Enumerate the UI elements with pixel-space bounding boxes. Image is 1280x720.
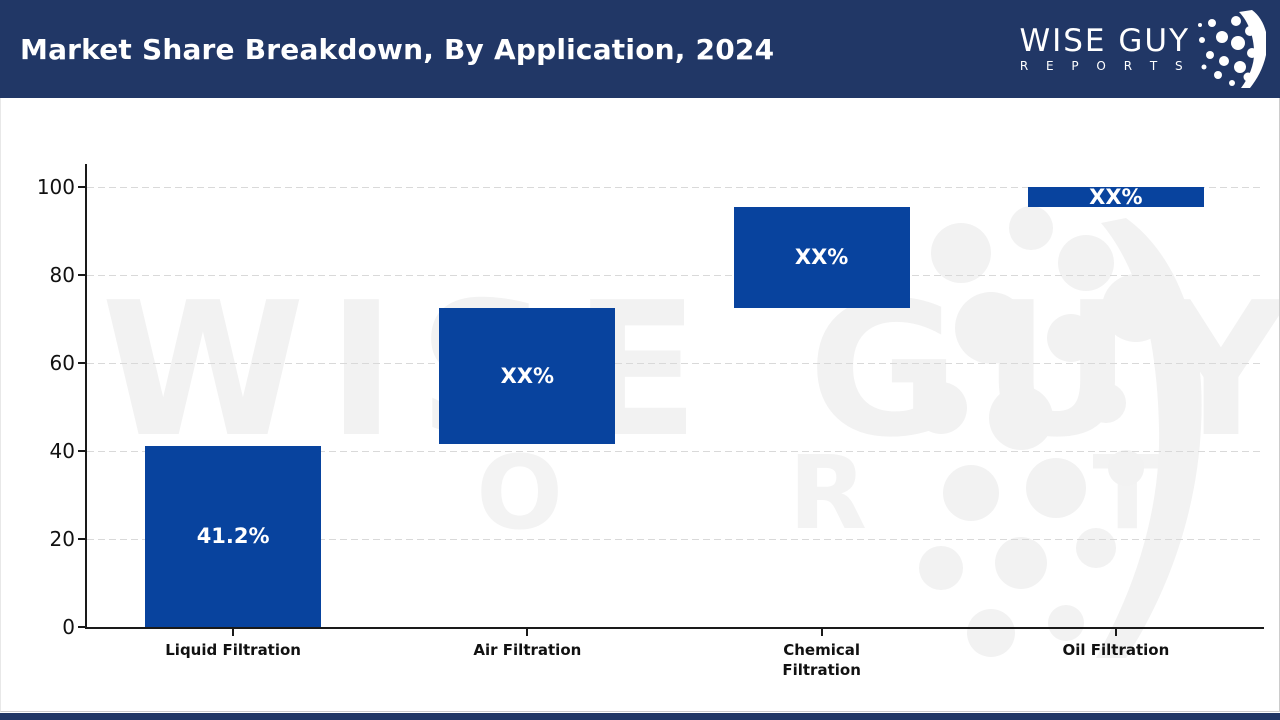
x-tick-mark bbox=[820, 629, 823, 636]
bar-liquid-filtration: 41.2% bbox=[145, 445, 322, 627]
logo-subtitle: R E P O R T S bbox=[1019, 59, 1190, 73]
x-tick-label: Liquid Filtration bbox=[165, 641, 301, 659]
bar-value-label: XX% bbox=[1089, 184, 1143, 209]
x-tick-label: Chemical Filtration bbox=[782, 641, 861, 679]
watermark-text-line2: P O R T S bbox=[176, 434, 1279, 553]
y-tick-mark bbox=[78, 186, 86, 188]
bar-value-label: 41.2% bbox=[196, 524, 270, 549]
bar-air-filtration: XX% bbox=[439, 308, 616, 445]
y-tick-label: 80 bbox=[49, 263, 75, 287]
y-tick-label: 20 bbox=[49, 527, 75, 551]
watermark-text-line1: WISE GUY bbox=[101, 262, 1280, 478]
x-tick-mark bbox=[1114, 629, 1117, 636]
x-tick-mark bbox=[526, 629, 529, 636]
footer-strip bbox=[0, 713, 1280, 720]
x-tick-label: Oil Filtration bbox=[1062, 641, 1170, 659]
y-axis-line bbox=[85, 164, 87, 629]
y-tick-label: 40 bbox=[49, 439, 75, 463]
header-band: Market Share Breakdown, By Application, … bbox=[0, 0, 1280, 98]
chart-area: WISE GUY P O R T S 41.2% XX% XX% XX% 0 20 40 6… bbox=[0, 98, 1280, 712]
x-tick-mark bbox=[232, 629, 235, 636]
page-title: Market Share Breakdown, By Application, … bbox=[20, 32, 775, 66]
gridline bbox=[87, 362, 1263, 364]
y-tick-label: 100 bbox=[36, 175, 75, 199]
x-tick-label: Air Filtration bbox=[473, 641, 582, 659]
bar-oil-filtration: XX% bbox=[1027, 184, 1204, 209]
y-tick-mark bbox=[78, 450, 86, 452]
gridline bbox=[87, 186, 1263, 188]
logo-text: WISE GUY R E P O R T S bbox=[1019, 23, 1190, 73]
logo-face-icon bbox=[1198, 10, 1266, 88]
logo-wordmark: WISE GUY bbox=[1019, 23, 1190, 59]
bar-chemical-filtration: XX% bbox=[733, 206, 910, 308]
x-axis-line bbox=[85, 627, 1264, 629]
gridline bbox=[87, 274, 1263, 276]
bar-value-label: XX% bbox=[500, 364, 555, 389]
y-tick-mark bbox=[78, 626, 86, 628]
y-tick-mark bbox=[78, 274, 86, 276]
gridline bbox=[87, 450, 1263, 452]
watermark-face-icon bbox=[915, 206, 1202, 658]
y-tick-mark bbox=[78, 538, 86, 540]
wise-guy-logo: WISE GUY R E P O R T S bbox=[1019, 9, 1266, 89]
y-tick-mark bbox=[78, 362, 86, 364]
bar-value-label: XX% bbox=[794, 245, 849, 270]
gridline bbox=[87, 538, 1263, 540]
y-tick-label: 60 bbox=[49, 351, 75, 375]
y-tick-label: 0 bbox=[62, 615, 75, 639]
